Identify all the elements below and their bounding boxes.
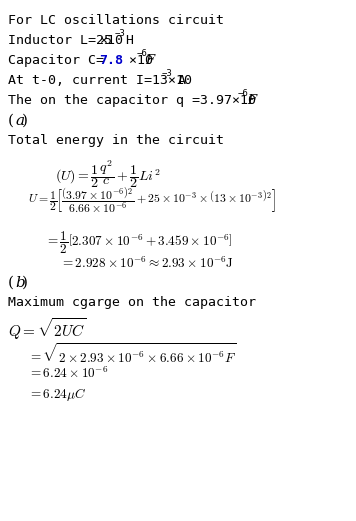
- Text: $=2.928\times10^{-6}\approx2.93\times10^{-6}\mathrm{J}$: $=2.928\times10^{-6}\approx2.93\times10^…: [60, 256, 234, 271]
- Text: b: b: [15, 276, 25, 290]
- Text: ×10: ×10: [99, 34, 123, 47]
- Text: −3: −3: [115, 29, 126, 38]
- Text: ): ): [22, 276, 28, 290]
- Text: (: (: [8, 276, 14, 290]
- Text: At t-0, current I=13×10: At t-0, current I=13×10: [8, 74, 192, 87]
- Text: Inductor L=25: Inductor L=25: [8, 34, 112, 47]
- Text: A: A: [170, 74, 186, 87]
- Text: For LC oscillations circuit: For LC oscillations circuit: [8, 14, 224, 27]
- Text: F: F: [247, 94, 256, 107]
- Text: 7.8: 7.8: [99, 54, 123, 67]
- Text: $=6.24\times10^{-6}$: $=6.24\times10^{-6}$: [28, 366, 108, 381]
- Text: −6: −6: [137, 49, 148, 58]
- Text: −6: −6: [238, 89, 249, 98]
- Text: $=\dfrac{1}{2}\left[2.307\times10^{-6}+3.459\times10^{-6}\right]$: $=\dfrac{1}{2}\left[2.307\times10^{-6}+3…: [45, 230, 233, 256]
- Text: The on the capacitor q =3.97×10: The on the capacitor q =3.97×10: [8, 94, 256, 107]
- Text: ×10: ×10: [121, 54, 153, 67]
- Text: F: F: [145, 54, 154, 67]
- Text: Maximum cgarge on the capacitor: Maximum cgarge on the capacitor: [8, 296, 256, 309]
- Text: a: a: [15, 114, 24, 128]
- Text: $(U)=\dfrac{1}{2}\dfrac{q^2}{c}+\dfrac{1}{2}Li^2$: $(U)=\dfrac{1}{2}\dfrac{q^2}{c}+\dfrac{1…: [55, 158, 161, 190]
- Text: (: (: [8, 114, 14, 128]
- Text: −3: −3: [162, 69, 173, 78]
- Text: $=\sqrt{2\times2.93\times10^{-6}\times6.66\times10^{-6}F}$: $=\sqrt{2\times2.93\times10^{-6}\times6.…: [28, 342, 236, 366]
- Text: Total energy in the circuit: Total energy in the circuit: [8, 134, 224, 147]
- Text: ): ): [22, 114, 28, 128]
- Text: $Q=\sqrt{2UC}$: $Q=\sqrt{2UC}$: [8, 316, 86, 342]
- Text: Capacitor C=: Capacitor C=: [8, 54, 112, 67]
- Text: $=6.24\mu C$: $=6.24\mu C$: [28, 386, 86, 403]
- Text: H: H: [125, 34, 133, 47]
- Text: $U=\dfrac{1}{2}\left[\dfrac{\left(3.97\times10^{-6}\right)^{2}}{6.66\times10^{-6: $U=\dfrac{1}{2}\left[\dfrac{\left(3.97\t…: [28, 185, 276, 215]
